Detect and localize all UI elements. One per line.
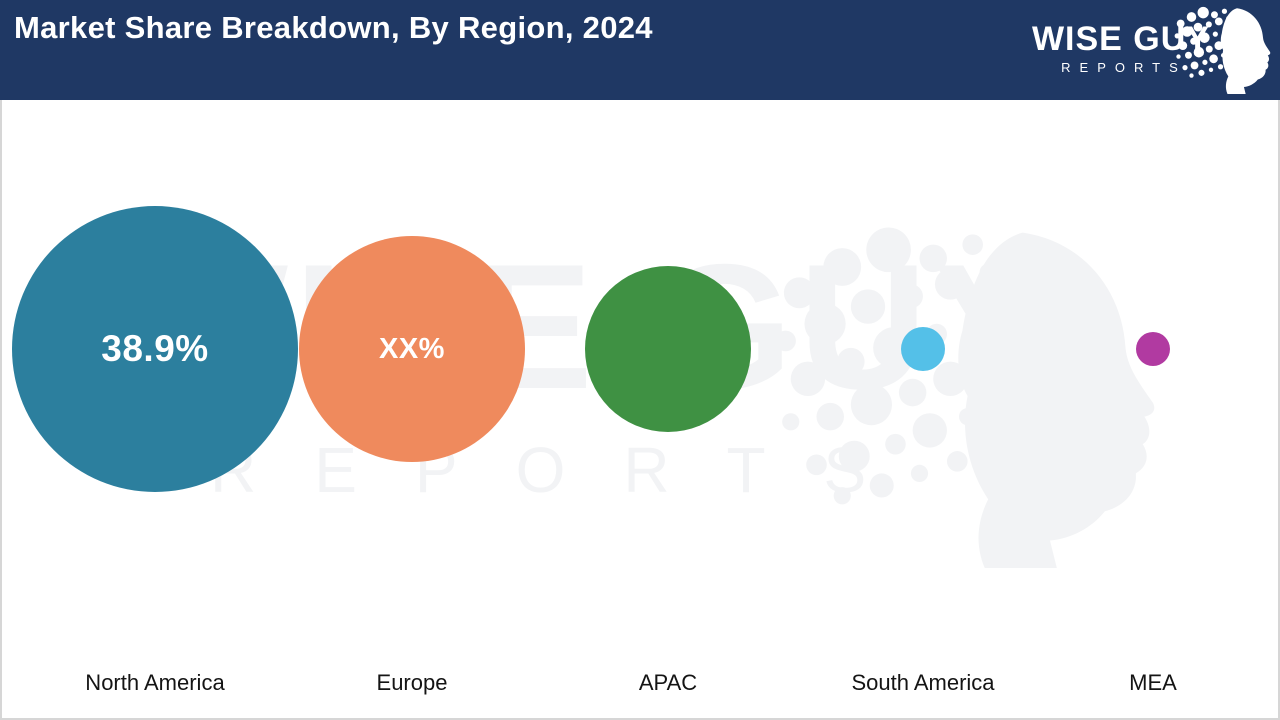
bubble-south-america bbox=[901, 327, 945, 371]
bubble-europe: XX% bbox=[299, 236, 525, 462]
watermark-subtitle: REPORTS bbox=[210, 434, 925, 506]
watermark-head-silhouette-icon bbox=[775, 227, 1155, 568]
category-label-mea: MEA bbox=[1129, 670, 1177, 695]
category-label-apac: APAC bbox=[638, 670, 698, 695]
wise-guy-reports-logo: WISE GUY REPORTS bbox=[1030, 0, 1271, 100]
chart-canvas: WISE GUY REPORTS 38.9%XX% North AmericaE… bbox=[0, 100, 1280, 720]
bubble-value-north-america: 38.9% bbox=[101, 328, 209, 369]
category-label-south-america: South America bbox=[851, 670, 995, 695]
header-bar: Market Share Breakdown, By Region, 2024 … bbox=[0, 0, 1280, 100]
category-label-europe: Europe bbox=[376, 670, 448, 695]
logo-head-silhouette-icon bbox=[1174, 6, 1271, 94]
bubble-apac bbox=[585, 266, 751, 432]
bubble-mea bbox=[1136, 332, 1170, 366]
category-label-north-america: North America bbox=[85, 670, 225, 695]
bubble-value-europe: XX% bbox=[379, 332, 445, 365]
page-title: Market Share Breakdown, By Region, 2024 bbox=[14, 10, 653, 45]
bubble-north-america: 38.9% bbox=[12, 206, 298, 492]
logo-subtitle: REPORTS bbox=[1061, 59, 1187, 75]
